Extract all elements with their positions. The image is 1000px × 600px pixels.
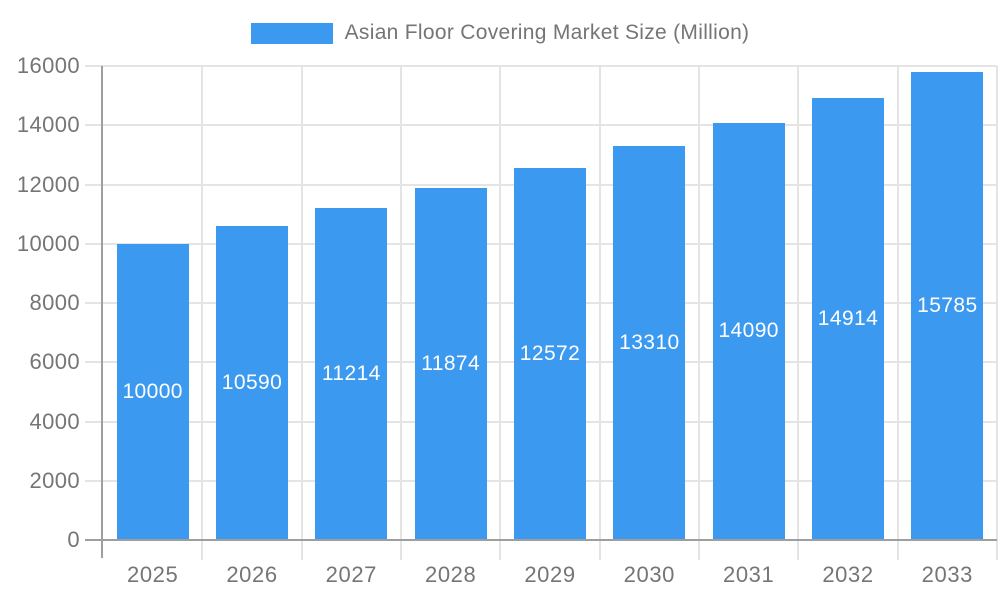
bar-value-label: 13310 [619,330,680,354]
y-axis-line [101,66,103,558]
x-axis-tick-label: 2033 [921,562,973,587]
gridline-vertical [698,66,700,560]
gridline-vertical [400,66,402,560]
y-axis-tick-label: 12000 [16,171,80,197]
y-axis-tick-label: 4000 [29,408,80,434]
bar-2026: 10590 [216,226,288,540]
gridline-vertical [201,66,204,560]
x-axis-tick-label: 2027 [325,562,377,587]
x-axis-line [85,539,997,541]
bar-value-label: 11214 [321,361,381,385]
legend-color-swatch [250,22,333,44]
bar-2025: 10000 [116,243,189,540]
y-axis-tick-label: 6000 [29,349,80,375]
y-axis-tick-label: 2000 [29,467,80,493]
bar-value-label: 11874 [421,352,481,376]
bar-2027: 11214 [315,207,388,540]
plot-area: 10000 10590 11214 11874 12572 13310 14090 14914… [17,53,998,587]
bar-2030: 13310 [613,145,686,540]
gridline-vertical [996,66,998,560]
bar-value-label: 10000 [122,379,183,403]
y-axis-tick-label: 16000 [16,53,80,78]
gridline-vertical [797,66,800,560]
bar-value-label: 12572 [519,341,581,365]
gridline-horizontal [85,65,997,67]
y-axis-tick-label: 8000 [29,290,80,315]
legend-label: Asian Floor Covering Market Size (Millio… [344,21,750,44]
gridline-horizontal [85,124,997,127]
bar-value-label: 10590 [221,371,283,395]
y-axis-tick-label: 14000 [16,112,80,138]
chart-legend: Asian Floor Covering Market Size (Millio… [0,20,1000,46]
x-axis-tick-label: 2032 [822,562,874,587]
bar-2029: 12572 [514,167,586,540]
x-axis-tick-label: 2029 [524,562,576,587]
x-axis-tick-label: 2028 [424,562,477,587]
y-axis-tick-label: 10000 [16,230,80,256]
x-axis-tick-label: 2031 [722,562,775,587]
x-axis-tick-label: 2026 [226,562,278,587]
x-axis-tick-label: 2030 [623,562,675,587]
bar-2031: 14090 [712,122,785,540]
gridline-vertical [598,66,601,560]
gridline-vertical [896,66,899,560]
bar-value-label: 14090 [718,319,779,343]
gridline-vertical [499,66,502,560]
bar-2028: 11874 [414,188,487,540]
gridline-vertical [300,66,303,560]
x-axis-tick-label: 2025 [127,562,179,587]
bar-value-label: 15785 [917,294,978,318]
y-axis-tick-label: 0 [67,527,80,552]
bar-value-label: 14914 [817,307,879,331]
bar-2033: 15785 [911,72,984,540]
bar-2032: 14914 [812,98,884,540]
